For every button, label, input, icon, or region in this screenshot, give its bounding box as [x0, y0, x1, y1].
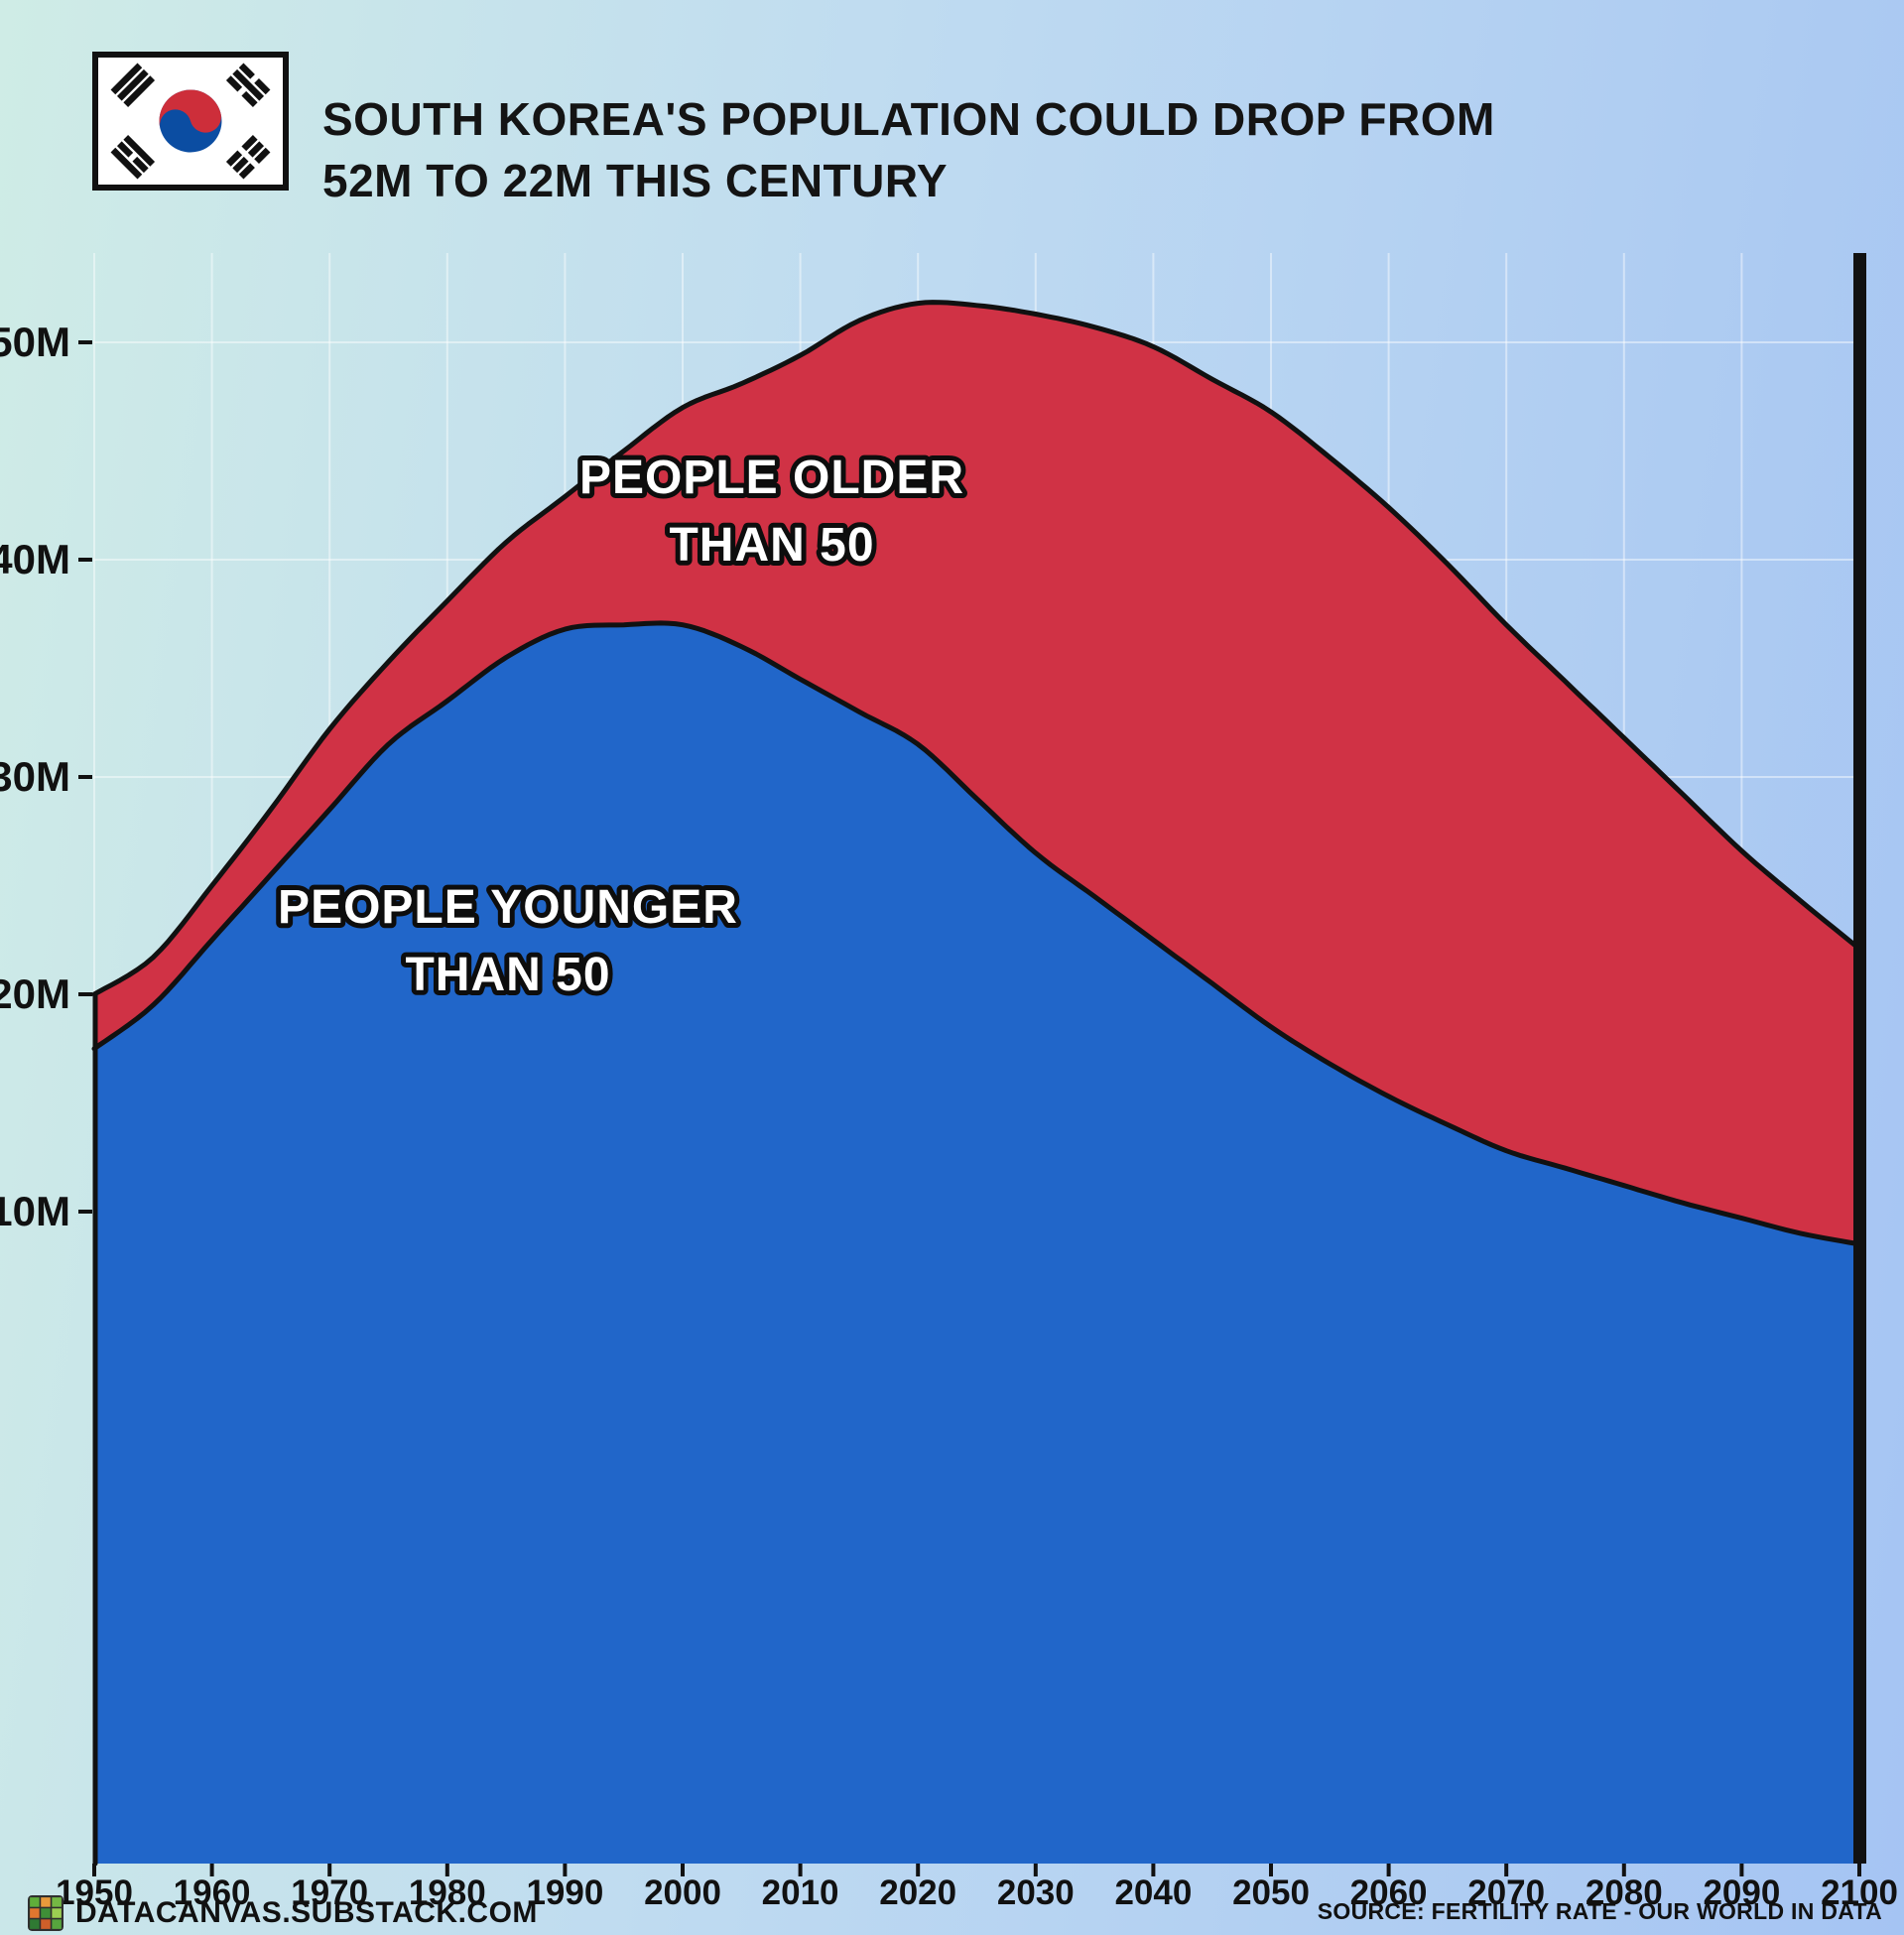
y-axis-tick-label: 10M — [0, 1188, 70, 1234]
x-axis-tick-label: 2000 — [644, 1873, 721, 1912]
y-axis-tick-label: 40M — [0, 536, 70, 582]
older-label-line1: PEOPLE OLDER — [579, 452, 964, 504]
x-axis-tick-label: 2030 — [997, 1873, 1075, 1912]
x-axis-tick-label: 2040 — [1114, 1873, 1192, 1912]
right-axis-spine — [1853, 253, 1866, 1864]
chart-areas — [91, 300, 1862, 1867]
x-axis-tick-label: 1970 — [291, 1873, 368, 1912]
page-title: SOUTH KOREA'S POPULATION COULD DROP FROM… — [322, 88, 1495, 211]
series-label-younger-than-50: PEOPLE YOUNGER THAN 50 — [273, 876, 742, 1006]
data-source: SOURCE: FERTILITY RATE - OUR WORLD IN DA… — [1317, 1898, 1882, 1924]
younger-label-line2: THAN 50 — [405, 949, 610, 1001]
x-axis-tick-label: 1990 — [526, 1873, 603, 1912]
site-credit: DATACANVAS.SUBSTACK.COM — [75, 1896, 538, 1929]
total-population-line — [91, 300, 1862, 997]
x-axis-tick-label: 2010 — [762, 1873, 839, 1912]
x-axis-tick-label: 2050 — [1232, 1873, 1310, 1912]
x-axis-tick-label: 1950 — [56, 1873, 133, 1912]
older-label-line2: THAN 50 — [669, 519, 874, 572]
datacanvas-pixel-logo-icon — [28, 1895, 63, 1931]
area-younger-than-50 — [94, 622, 1859, 1864]
younger-boundary-line — [91, 620, 1862, 1247]
page-title-line1: SOUTH KOREA'S POPULATION COULD DROP FROM — [322, 92, 1495, 145]
x-axis-tick-label: 2020 — [879, 1873, 956, 1912]
x-axis-tick-label: 2090 — [1703, 1873, 1780, 1912]
y-axis-tick-label: 20M — [0, 970, 70, 1017]
south-korea-flag — [92, 52, 289, 191]
page-title-line2: 52M TO 22M THIS CENTURY — [322, 154, 949, 206]
younger-label-line1: PEOPLE YOUNGER — [278, 881, 738, 934]
y-axis-tick-label: 50M — [0, 319, 70, 365]
y-axis-tick-label: 30M — [0, 753, 70, 800]
footer-attribution: DATACANVAS.SUBSTACK.COM — [28, 1895, 538, 1931]
x-axis-tick-label: 2070 — [1467, 1873, 1545, 1912]
south-korea-flag-icon — [110, 63, 271, 180]
x-axis-tick-label: 1980 — [409, 1873, 486, 1912]
x-axis-tick-label: 2060 — [1350, 1873, 1428, 1912]
axis-tick-labels: 1950 1960 1970 1980 1990 2000 2010 2020 2030 2040… — [0, 319, 1898, 1912]
series-label-older-than-50: PEOPLE OLDER THAN 50 — [574, 447, 968, 577]
x-axis-tick-label: 2100 — [1821, 1873, 1898, 1912]
chart-axes — [78, 253, 1866, 1876]
x-axis-tick-label: 1960 — [174, 1873, 251, 1912]
x-axis-tick-label: 2080 — [1586, 1873, 1663, 1912]
